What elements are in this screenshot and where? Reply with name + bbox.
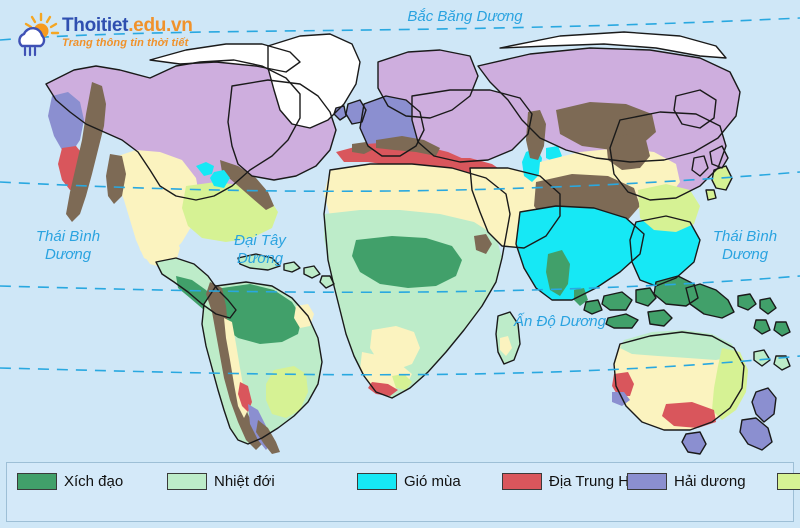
world-climate-map: .eq{fill:#41a06a} .tr{fill:#bdecc9} .mo{… — [0, 8, 800, 455]
legend-swatch-monsoon — [357, 472, 397, 490]
legend-label-equatorial: Xích đạo — [64, 472, 124, 490]
legend-item-mediterranean[interactable]: Địa Trung Hải — [502, 472, 641, 490]
legend-swatch-equatorial — [17, 472, 57, 490]
legend-swatch-tropical — [167, 472, 207, 490]
site-logo[interactable]: Thoitiet.edu.vn Trang thông tin thời tiế… — [14, 10, 244, 60]
legend-label-oceanic: Hải dương — [674, 472, 746, 490]
legend-item-monsoon[interactable]: Gió mùa — [357, 472, 502, 490]
legend-item-oceanic[interactable]: Hải dương — [627, 472, 777, 490]
legend-swatch-china — [777, 472, 800, 490]
legend-item-china[interactable]: Trung Quốc — [777, 472, 800, 490]
logo-title: Thoitiet.edu.vn — [62, 16, 193, 36]
map-legend: Xích đạo Nhiệt đới Gió mùa Địa Trung Hải… — [6, 462, 800, 522]
legend-swatch-mediterranean — [502, 472, 542, 490]
legend-label-monsoon: Gió mùa — [404, 472, 461, 490]
legend-item-tropical[interactable]: Nhiệt đới — [167, 472, 357, 490]
legend-item-equatorial[interactable]: Xích đạo — [17, 472, 167, 490]
latitude-lines — [0, 17, 800, 376]
legend-label-mediterranean: Địa Trung Hải — [549, 472, 641, 490]
legend-label-tropical: Nhiệt đới — [214, 472, 275, 490]
legend-grid: Xích đạo Nhiệt đới Gió mùa Địa Trung Hải… — [17, 469, 800, 493]
sun-cloud-rain-icon — [18, 12, 60, 57]
logo-tagline: Trang thông tin thời tiết — [62, 37, 189, 49]
legend-swatch-oceanic — [627, 472, 667, 490]
logo-title-main: Thoitiet — [62, 15, 129, 36]
world-map-svg: .eq{fill:#41a06a} .tr{fill:#bdecc9} .mo{… — [0, 17, 800, 455]
logo-text-block: Thoitiet.edu.vn Trang thông tin thời tiế… — [62, 16, 193, 50]
logo-title-domain: .edu.vn — [128, 15, 193, 36]
